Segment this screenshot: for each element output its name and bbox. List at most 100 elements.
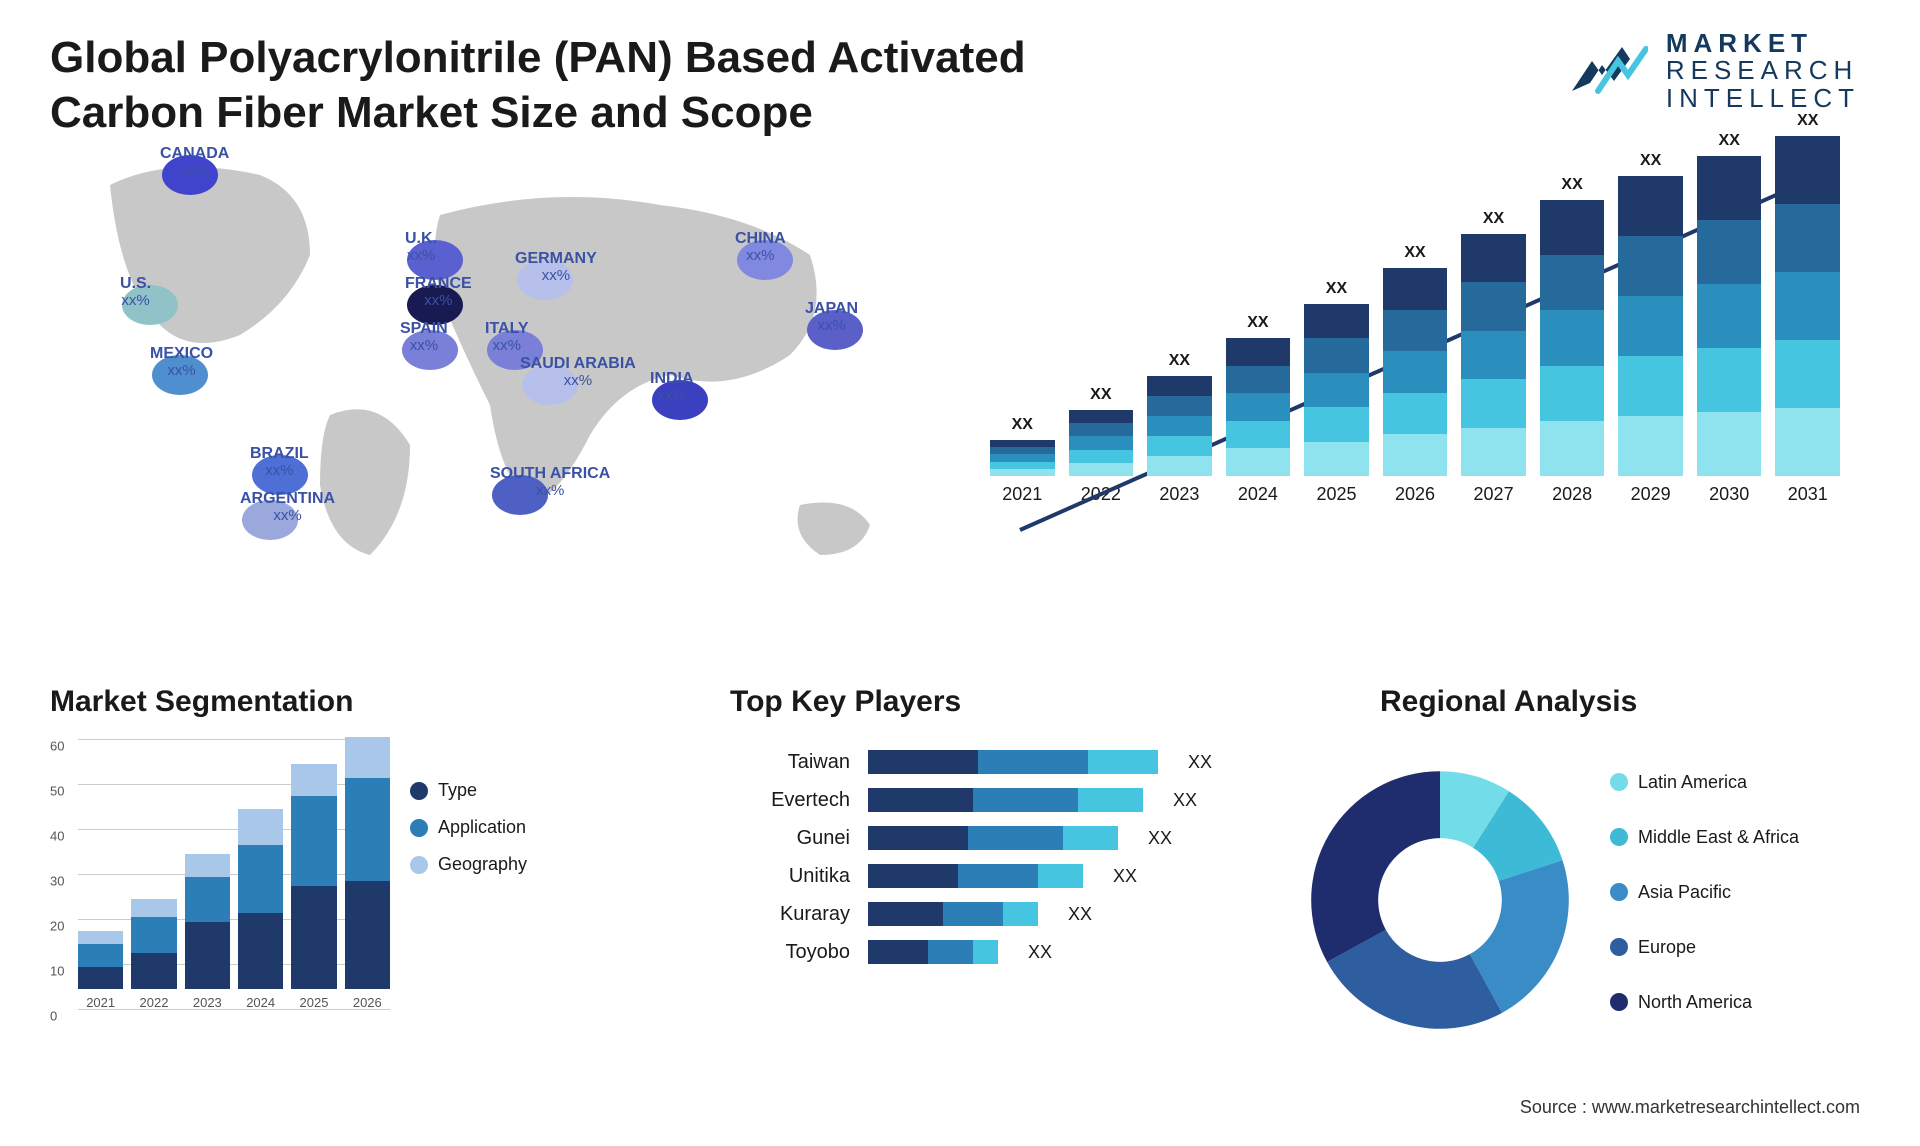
growth-segment [1618, 236, 1683, 296]
player-segment [868, 826, 968, 850]
player-segment [958, 864, 1038, 888]
player-row: GuneiXX [730, 826, 1250, 850]
player-segment [868, 788, 973, 812]
legend-item: Asia Pacific [1610, 882, 1799, 903]
seg-segment [291, 764, 336, 796]
growth-column: XX2025 [1304, 280, 1369, 505]
legend-dot [410, 856, 428, 874]
regional-donut [1300, 760, 1580, 1040]
donut-slice [1311, 771, 1440, 962]
growth-segment [1383, 434, 1448, 476]
growth-bar [1775, 136, 1840, 476]
growth-column: XX2028 [1540, 176, 1605, 505]
seg-xlabel: 2026 [345, 995, 390, 1010]
growth-segment [1383, 268, 1448, 310]
player-segment [1088, 750, 1158, 774]
player-segment [868, 940, 928, 964]
player-segment [928, 940, 973, 964]
seg-segment [238, 809, 283, 845]
legend-label: Middle East & Africa [1638, 827, 1799, 848]
growth-year-label: 2023 [1159, 484, 1199, 505]
growth-segment [1304, 373, 1369, 407]
player-segment [1003, 902, 1038, 926]
source-citation: Source : www.marketresearchintellect.com [1520, 1097, 1860, 1118]
legend-label: Application [438, 817, 526, 838]
map-label: JAPANxx% [805, 300, 858, 334]
growth-segment [1697, 348, 1762, 412]
segmentation-chart: 0102030405060202120222023202420252026 Ty… [50, 740, 550, 1070]
growth-bar [1540, 200, 1605, 476]
growth-segment [1540, 255, 1605, 310]
seg-ytick: 0 [50, 1009, 386, 1024]
growth-segment [1540, 366, 1605, 421]
seg-segment [185, 922, 230, 990]
player-segment [868, 864, 958, 888]
growth-segment [1618, 356, 1683, 416]
seg-segment [131, 953, 176, 989]
segmentation-header: Market Segmentation [50, 685, 353, 719]
growth-segment [1775, 204, 1840, 272]
page-title: Global Polyacrylonitrile (PAN) Based Act… [50, 30, 1150, 140]
growth-segment [1461, 331, 1526, 379]
map-label: SAUDI ARABIAxx% [520, 355, 636, 389]
seg-segment [131, 917, 176, 953]
seg-segment [131, 899, 176, 917]
growth-year-label: 2031 [1788, 484, 1828, 505]
growth-value-label: XX [1797, 112, 1818, 130]
growth-segment [1697, 284, 1762, 348]
player-value: XX [1188, 752, 1212, 773]
player-row: ToyoboXX [730, 940, 1250, 964]
seg-xlabel: 2022 [131, 995, 176, 1010]
legend-item: North America [1610, 992, 1799, 1013]
regional-legend: Latin America Middle East & Africa Asia Pa… [1610, 772, 1799, 1029]
seg-column: 2023 [185, 854, 230, 1010]
growth-segment [1304, 407, 1369, 441]
player-segment [943, 902, 1003, 926]
growth-segment [1618, 416, 1683, 476]
growth-segment [990, 454, 1055, 461]
seg-bar [185, 854, 230, 989]
player-segment [968, 826, 1063, 850]
growth-year-label: 2024 [1238, 484, 1278, 505]
legend-item: Latin America [1610, 772, 1799, 793]
legend-item: Geography [410, 854, 527, 875]
player-name: Unitika [730, 865, 850, 888]
player-value: XX [1028, 942, 1052, 963]
regional-header: Regional Analysis [1380, 685, 1637, 719]
growth-segment [1069, 436, 1134, 449]
player-segment [1078, 788, 1143, 812]
seg-segment [185, 877, 230, 922]
seg-bar [78, 931, 123, 990]
player-name: Kuraray [730, 903, 850, 926]
growth-column: XX2024 [1226, 314, 1291, 505]
growth-segment [1618, 296, 1683, 356]
seg-column: 2021 [78, 931, 123, 1011]
growth-segment [1304, 304, 1369, 338]
seg-segment [238, 913, 283, 990]
player-bar [868, 826, 1118, 850]
player-name: Gunei [730, 827, 850, 850]
growth-segment [1540, 200, 1605, 255]
growth-segment [1383, 310, 1448, 352]
seg-column: 2022 [131, 899, 176, 1010]
map-label: INDIAxx% [650, 370, 694, 404]
seg-segment [291, 886, 336, 990]
player-segment [1063, 826, 1118, 850]
growth-segment [1226, 338, 1291, 366]
player-row: UnitikaXX [730, 864, 1250, 888]
player-bar [868, 940, 998, 964]
player-name: Taiwan [730, 751, 850, 774]
legend-label: Europe [1638, 937, 1696, 958]
legend-label: Latin America [1638, 772, 1747, 793]
brand-line1: MARKET [1666, 30, 1860, 57]
growth-segment [1147, 436, 1212, 456]
growth-bar [1304, 304, 1369, 476]
seg-segment [291, 796, 336, 886]
growth-bar [1618, 176, 1683, 476]
seg-segment [185, 854, 230, 877]
growth-column: XX2021 [990, 416, 1055, 505]
growth-segment [1461, 282, 1526, 330]
growth-segment [1775, 408, 1840, 476]
growth-segment [1226, 448, 1291, 476]
regional-analysis: Latin America Middle East & Africa Asia Pa… [1300, 730, 1880, 1070]
